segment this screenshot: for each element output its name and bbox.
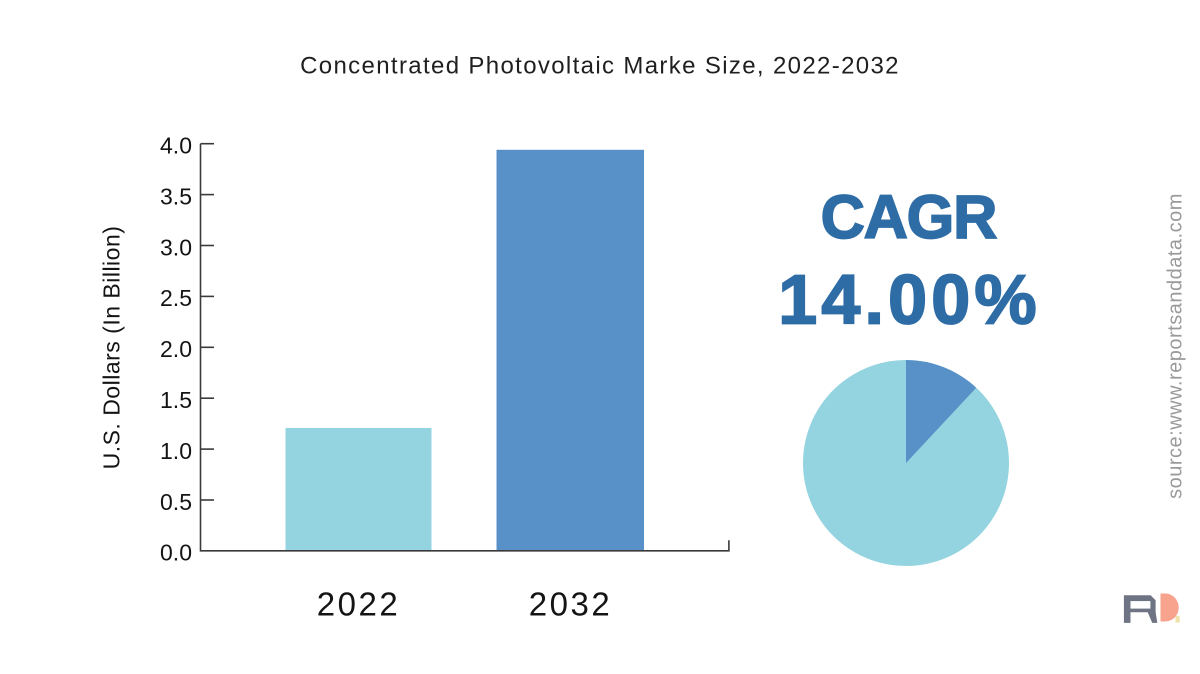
svg-text:0.5: 0.5 bbox=[160, 489, 192, 515]
svg-text:2032: 2032 bbox=[529, 586, 612, 623]
svg-text:1.5: 1.5 bbox=[160, 387, 192, 413]
svg-text:3.0: 3.0 bbox=[160, 234, 192, 260]
svg-text:2.0: 2.0 bbox=[160, 336, 192, 362]
svg-text:1.0: 1.0 bbox=[160, 438, 192, 464]
svg-text:4.0: 4.0 bbox=[160, 133, 192, 159]
svg-text:14.00%: 14.00% bbox=[778, 261, 1041, 339]
svg-text:2.5: 2.5 bbox=[160, 285, 192, 311]
svg-text:Concentrated Photovoltaic Mark: Concentrated Photovoltaic Marke Size, 20… bbox=[300, 53, 900, 80]
svg-text:U.S. Dollars (In Billion): U.S. Dollars (In Billion) bbox=[99, 226, 125, 470]
svg-text:2022: 2022 bbox=[317, 586, 400, 623]
svg-text:3.5: 3.5 bbox=[160, 183, 192, 209]
svg-text:CAGR: CAGR bbox=[821, 183, 997, 251]
svg-text:0.0: 0.0 bbox=[160, 540, 192, 566]
svg-text:source:www.reportsanddata.com: source:www.reportsanddata.com bbox=[1165, 193, 1187, 499]
